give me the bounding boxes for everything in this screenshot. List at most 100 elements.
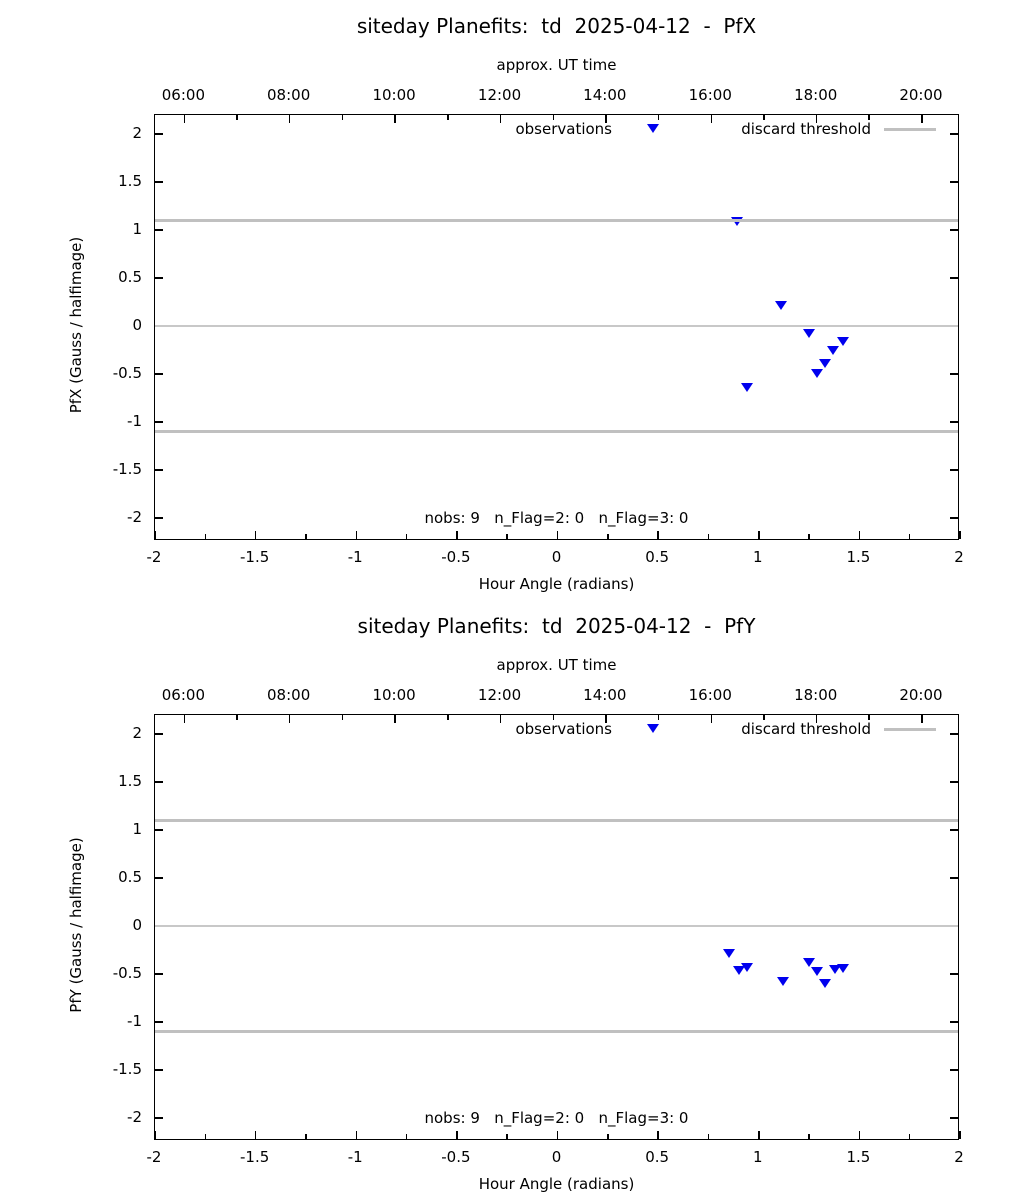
top-axis-tick-label: 12:00 (477, 86, 522, 104)
data-point-marker (837, 336, 850, 346)
discard-threshold-line (155, 219, 958, 223)
right-axis-major-tick (950, 829, 958, 831)
top-axis-tick-label: 12:00 (477, 686, 522, 704)
zero-line (155, 925, 958, 927)
top-axis-tick-label: 14:00 (583, 686, 627, 704)
right-axis-major-tick (950, 421, 958, 423)
bottom-axis-major-tick (657, 1131, 659, 1139)
top-axis-major-tick (394, 115, 396, 123)
bottom-axis-minor-tick (707, 1134, 710, 1139)
top-axis-major-tick (921, 115, 923, 123)
bottom-axis-minor-tick (607, 534, 609, 539)
top-axis-tick-label: 10:00 (372, 86, 416, 104)
x-axis-tick-label: -2 (146, 548, 162, 566)
y-axis-tick-label: 1.5 (118, 172, 142, 191)
bottom-axis-minor-tick (607, 1134, 609, 1139)
top-axis-major-tick (921, 715, 923, 723)
data-point-marker (811, 369, 824, 379)
x-axis-tick-label: 1 (752, 548, 763, 566)
top-axis-minor-tick (236, 115, 238, 120)
bottom-axis-major-tick (959, 531, 961, 539)
left-axis-major-tick (155, 373, 163, 375)
data-point-marker (829, 965, 842, 975)
left-axis-major-tick (155, 1117, 163, 1119)
left-axis-major-tick (155, 469, 163, 471)
bottom-axis-major-tick (657, 531, 659, 539)
bottom-axis-major-tick (556, 531, 559, 539)
right-axis-major-tick (950, 1021, 958, 1023)
observations-marker-icon (647, 724, 659, 733)
bottom-axis-minor-tick (204, 534, 207, 539)
x-axis-tick-label: 2 (954, 1148, 964, 1166)
left-axis-major-tick (155, 877, 163, 879)
top-axis-major-tick (288, 715, 291, 723)
bottom-axis-major-tick (254, 531, 257, 539)
y-axis-tick-label: -0.5 (112, 364, 142, 383)
bottom-axis-minor-tick (506, 1134, 508, 1139)
y-axis-tick-labels: 2 1.5 1 0.5 0 -0.5 -1 -1.5 -2 (0, 114, 142, 540)
y-axis-tick-label: 1.5 (118, 772, 142, 791)
y-axis-tick-label: 0 (132, 316, 142, 335)
bottom-axis-major-tick (858, 1131, 861, 1139)
top-axis-tick-label: 08:00 (267, 686, 311, 704)
bottom-axis-minor-tick (908, 534, 911, 539)
bottom-axis-major-tick (556, 1131, 559, 1139)
top-axis-tick-labels: 06:00 08:00 10:00 12:00 14:00 16:00 18:00 20:00 (154, 685, 959, 705)
y-axis-tick-label: -2 (127, 507, 142, 526)
data-point-marker (740, 382, 753, 392)
top-axis-major-tick (183, 715, 186, 723)
left-axis-major-tick (155, 1069, 163, 1071)
y-axis-tick-label: 1 (132, 220, 142, 239)
left-axis-major-tick (155, 421, 163, 423)
x-axis-tick-label: -0.5 (441, 548, 471, 566)
y-axis-title: PfX (Gauss / halfimage) (67, 236, 85, 414)
top-axis-major-tick (183, 115, 186, 123)
bottom-axis-minor-tick (204, 1134, 207, 1139)
top-axis-tick-label: 16:00 (688, 86, 732, 104)
bottom-axis-minor-tick (405, 1134, 408, 1139)
right-axis-major-tick (950, 469, 958, 471)
data-point-marker (722, 949, 735, 959)
top-axis-tick-labels: 06:00 08:00 10:00 12:00 14:00 16:00 18:00 20:00 (154, 85, 959, 105)
top-axis-minor-tick (552, 115, 555, 120)
data-point-marker (774, 301, 787, 311)
top-axis-tick-label: 18:00 (794, 686, 838, 704)
bottom-axis-major-tick (959, 1131, 961, 1139)
x-axis-tick-label: 0.5 (645, 548, 670, 566)
pfx-chart-section: siteday Planefits: td 2025-04-12 - PfX a… (0, 14, 964, 593)
bottom-axis-major-tick (254, 1131, 257, 1139)
top-axis-major-tick (499, 115, 502, 123)
left-axis-major-tick (155, 133, 163, 135)
right-axis-major-tick (950, 973, 958, 975)
left-axis-major-tick (155, 829, 163, 831)
left-axis-major-tick (155, 733, 163, 735)
left-axis-major-tick (155, 517, 163, 519)
top-axis-minor-tick (868, 115, 870, 120)
left-axis-major-tick (155, 973, 163, 975)
data-point-marker (837, 963, 850, 973)
stats-text: nobs: 9 n_Flag=2: 0 n_Flag=3: 0 (424, 1109, 689, 1127)
zero-line (155, 325, 958, 327)
data-point-marker (819, 358, 832, 368)
top-axis-major-tick (605, 715, 607, 723)
top-axis-tick-label: 06:00 (161, 686, 205, 704)
y-axis-title: PfY (Gauss / halfimage) (67, 837, 85, 1013)
page-title: siteday Planefits: td 2025-04-12 - PfY (357, 614, 756, 638)
data-point-marker (811, 967, 824, 977)
threshold-line-sample (884, 128, 936, 131)
top-axis-major-tick (815, 115, 818, 123)
page-title: siteday Planefits: td 2025-04-12 - PfX (356, 14, 757, 38)
y-axis-tick-label: -1.5 (112, 460, 142, 478)
top-axis-tick-label: 08:00 (267, 86, 311, 104)
y-axis-tick-label: 0.5 (118, 268, 142, 287)
right-axis-major-tick (950, 517, 958, 519)
top-axis-major-tick (605, 115, 607, 123)
top-axis-tick-label: 06:00 (161, 86, 205, 104)
data-point-marker (732, 966, 745, 976)
y-axis-tick-label: -2 (127, 1107, 142, 1126)
bottom-axis-major-tick (154, 531, 156, 539)
top-axis-tick-label: 14:00 (583, 86, 627, 104)
discard-threshold-line (155, 1030, 958, 1034)
right-axis-major-tick (950, 373, 958, 375)
bottom-axis-minor-tick (506, 534, 508, 539)
